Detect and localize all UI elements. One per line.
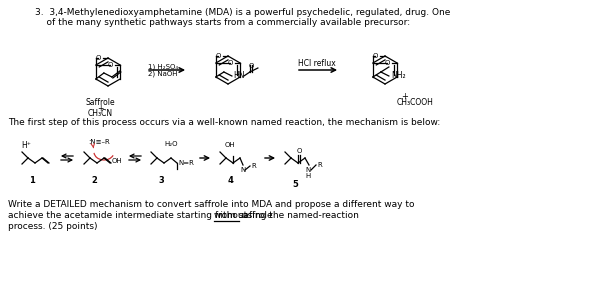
Text: R: R xyxy=(317,162,321,168)
Text: O: O xyxy=(373,53,378,59)
Text: process. (25 points): process. (25 points) xyxy=(8,222,98,231)
Text: NH₂: NH₂ xyxy=(391,72,406,80)
Text: 5: 5 xyxy=(292,180,298,189)
Text: N: N xyxy=(240,167,245,173)
Text: O: O xyxy=(216,53,221,59)
Text: +: + xyxy=(402,92,408,101)
Text: achieve the acetamide intermediate starting from saffrole: achieve the acetamide intermediate start… xyxy=(8,211,276,220)
Text: N=R: N=R xyxy=(178,160,194,166)
Text: O: O xyxy=(296,148,302,154)
Text: 4: 4 xyxy=(227,176,233,185)
Text: O: O xyxy=(228,60,233,66)
Text: HN: HN xyxy=(233,72,244,80)
Text: OH: OH xyxy=(112,158,123,164)
Text: using the named-reaction: using the named-reaction xyxy=(239,211,359,220)
Text: 3: 3 xyxy=(158,176,164,185)
Text: Saffrole: Saffrole xyxy=(85,98,115,107)
Text: 3.  3,4-Methylenedioxyamphetamine (MDA) is a powerful psychedelic, regulated, dr: 3. 3,4-Methylenedioxyamphetamine (MDA) i… xyxy=(35,8,450,17)
Text: :N≡–R: :N≡–R xyxy=(88,139,110,145)
Text: HCl reflux: HCl reflux xyxy=(298,59,336,68)
Text: O: O xyxy=(385,60,390,66)
Text: Write a DETAILED mechanism to convert saffrole into MDA and propose a different : Write a DETAILED mechanism to convert sa… xyxy=(8,200,415,209)
Text: CH₃CN: CH₃CN xyxy=(87,109,113,118)
Text: H⁺: H⁺ xyxy=(21,140,31,149)
Text: OH: OH xyxy=(225,142,235,148)
Text: O: O xyxy=(248,63,253,69)
Text: 1: 1 xyxy=(29,176,35,185)
Text: CH₃COOH: CH₃COOH xyxy=(397,98,433,107)
Text: 2: 2 xyxy=(91,176,97,185)
Text: O: O xyxy=(108,62,113,68)
Text: without: without xyxy=(214,211,248,220)
Text: O: O xyxy=(96,55,101,61)
Text: R: R xyxy=(251,163,256,169)
Text: 1) H₂SO₄: 1) H₂SO₄ xyxy=(148,64,178,70)
Text: N: N xyxy=(305,167,310,173)
Text: H₂O: H₂O xyxy=(164,141,178,147)
Text: 2) NaOH: 2) NaOH xyxy=(148,71,178,77)
Text: of the many synthetic pathways starts from a commercially available precursor:: of the many synthetic pathways starts fr… xyxy=(35,18,410,27)
Text: +: + xyxy=(97,104,103,113)
Text: The first step of this process occurs via a well-known named reaction, the mecha: The first step of this process occurs vi… xyxy=(8,118,440,127)
Text: H: H xyxy=(305,173,310,179)
